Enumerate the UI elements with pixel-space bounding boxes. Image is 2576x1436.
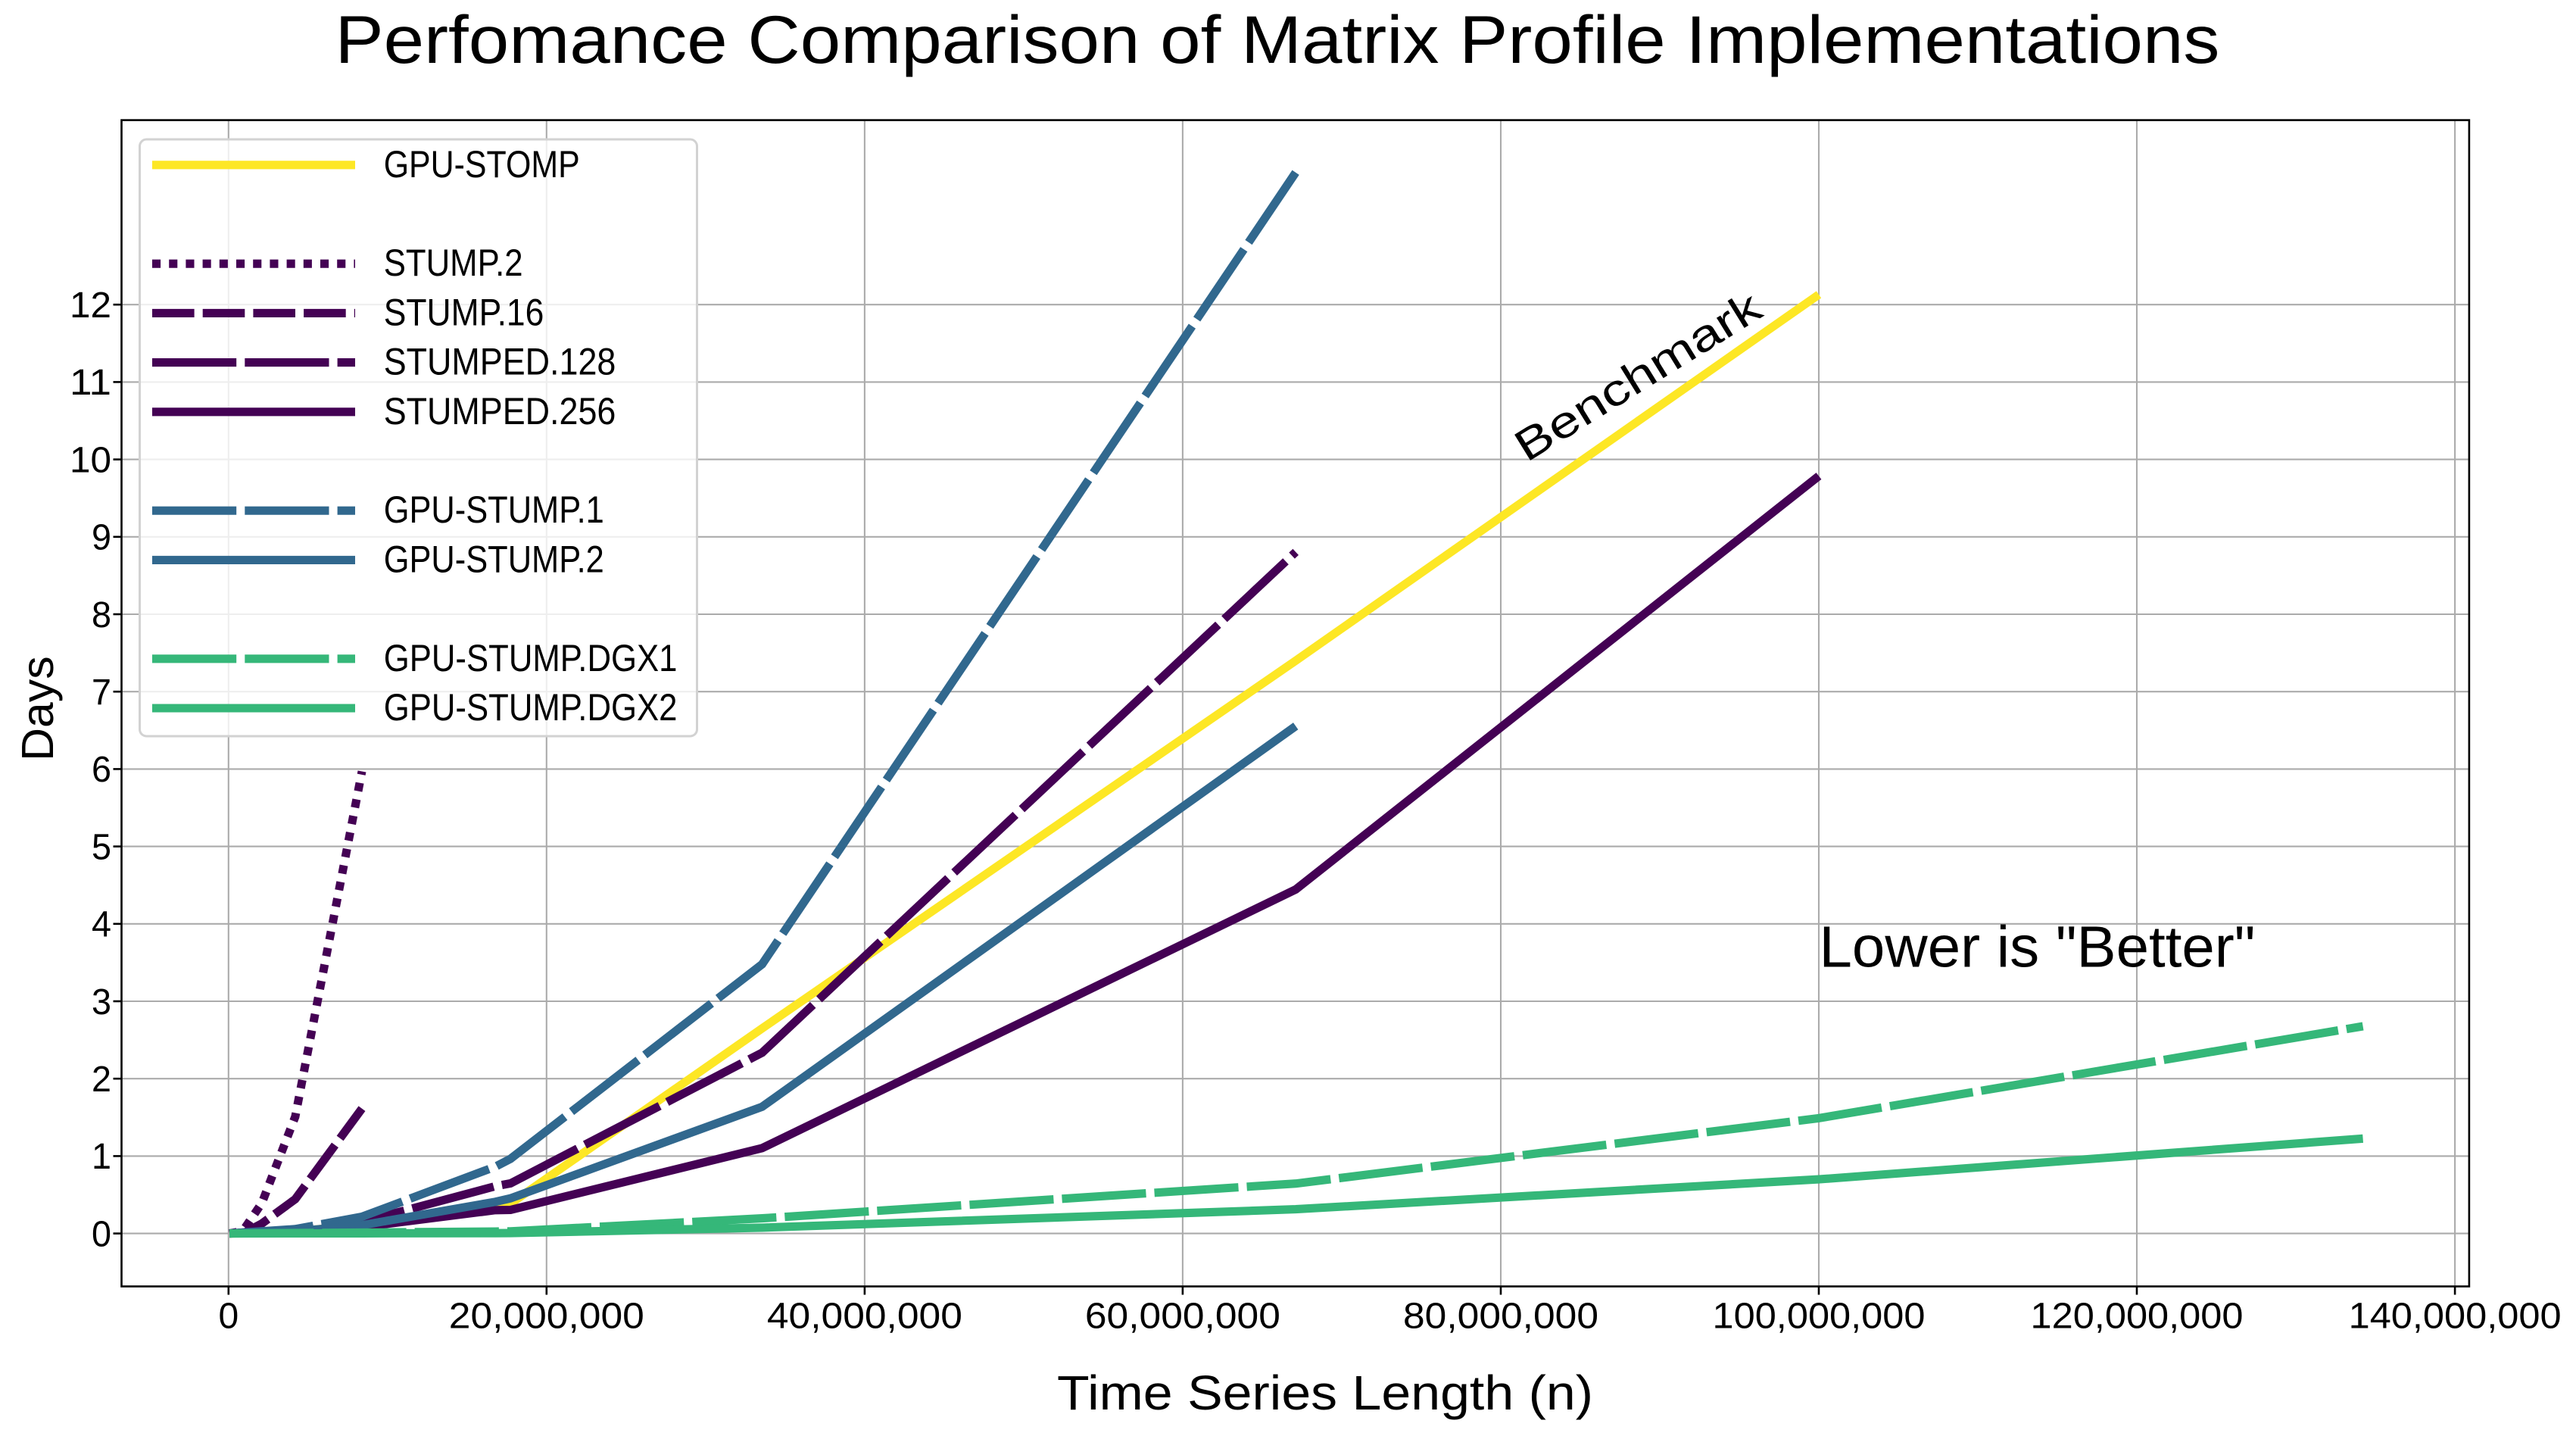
svg-text:1: 1 (92, 1137, 111, 1177)
svg-text:6: 6 (92, 750, 111, 790)
svg-text:40,000,000: 40,000,000 (767, 1297, 962, 1337)
svg-text:8: 8 (92, 595, 111, 635)
svg-text:GPU-STUMP.DGX2: GPU-STUMP.DGX2 (384, 686, 678, 729)
svg-text:0: 0 (92, 1214, 111, 1254)
svg-text:GPU-STUMP.2: GPU-STUMP.2 (384, 538, 604, 580)
svg-text:80,000,000: 80,000,000 (1403, 1297, 1598, 1337)
svg-text:10: 10 (70, 440, 111, 480)
svg-text:3: 3 (92, 982, 111, 1022)
svg-text:Time Series Length (n): Time Series Length (n) (1057, 1366, 1593, 1420)
svg-text:100,000,000: 100,000,000 (1713, 1297, 1926, 1337)
svg-text:12: 12 (70, 286, 111, 326)
svg-text:Days: Days (13, 656, 63, 761)
svg-text:5: 5 (92, 827, 111, 867)
svg-text:STUMP.2: STUMP.2 (384, 242, 523, 284)
svg-text:GPU-STUMP.1: GPU-STUMP.1 (384, 489, 604, 531)
svg-text:STUMPED.128: STUMPED.128 (384, 341, 616, 383)
svg-text:2: 2 (92, 1060, 111, 1100)
svg-text:STUMPED.256: STUMPED.256 (384, 390, 616, 432)
svg-text:140,000,000: 140,000,000 (2349, 1297, 2562, 1337)
svg-text:9: 9 (92, 518, 111, 558)
svg-text:4: 4 (92, 905, 111, 945)
svg-text:Lower is "Better": Lower is "Better" (1820, 915, 2256, 980)
svg-text:7: 7 (92, 673, 111, 713)
svg-text:GPU-STUMP.DGX1: GPU-STUMP.DGX1 (384, 637, 678, 679)
svg-text:120,000,000: 120,000,000 (2031, 1297, 2244, 1337)
svg-text:STUMP.16: STUMP.16 (384, 291, 544, 333)
svg-text:60,000,000: 60,000,000 (1085, 1297, 1280, 1337)
svg-text:0: 0 (218, 1297, 239, 1337)
svg-text:Perfomance Comparison of Matri: Perfomance Comparison of Matrix Profile … (335, 2, 2220, 77)
svg-text:GPU-STOMP: GPU-STOMP (384, 143, 580, 186)
svg-text:20,000,000: 20,000,000 (449, 1297, 644, 1337)
svg-text:11: 11 (70, 363, 111, 403)
